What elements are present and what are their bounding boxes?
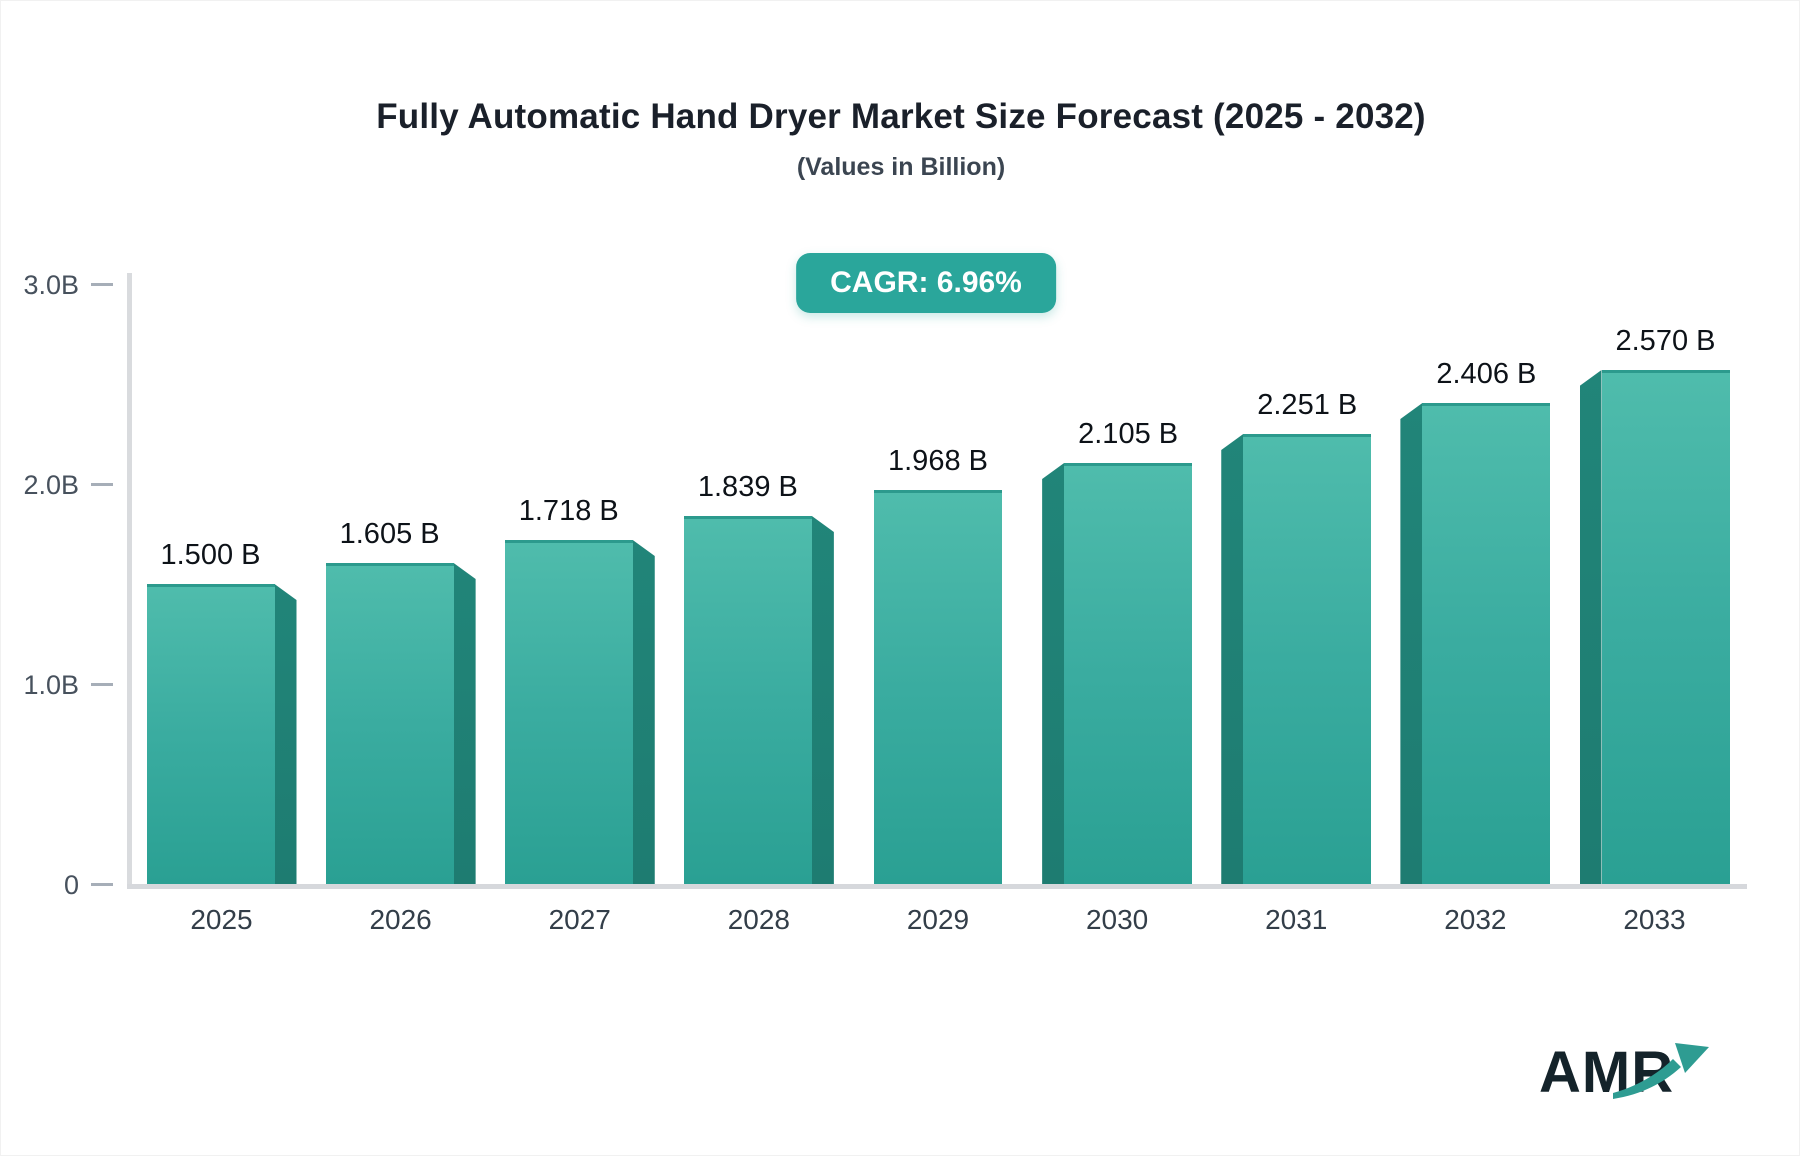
- bar-group-2026: 1.605 B: [311, 284, 490, 884]
- x-axis-label-2029: 2029: [906, 904, 970, 935]
- bar-side-panel: [1042, 463, 1065, 884]
- bar-group-2031: 2.251 B: [1207, 284, 1386, 884]
- x-axis-label-2028: 2028: [727, 904, 791, 935]
- bar-side-panel: [1221, 434, 1244, 884]
- y-axis-line: [127, 273, 132, 889]
- bar-side-panel: [453, 563, 476, 884]
- bar-value-label: 2.406 B: [1436, 358, 1537, 390]
- bar-side-panel: [1579, 370, 1602, 884]
- bar-value-label: 1.718 B: [518, 495, 619, 527]
- bar-face: [146, 584, 275, 884]
- bar-group-2032: 2.406 B: [1386, 284, 1565, 884]
- bar-face: [1243, 434, 1372, 884]
- bar-2029: [874, 490, 1002, 884]
- bar-group-2028: 1.839 B: [669, 284, 848, 884]
- y-axis-tick: [91, 883, 113, 886]
- growth-arrow-icon: [1613, 1043, 1709, 1099]
- bar-group-2025: 1.500 B: [132, 284, 311, 884]
- bar-side-panel: [632, 540, 655, 884]
- bar-2025: [146, 584, 297, 884]
- bar-group-2030: 2.105 B: [1028, 284, 1207, 884]
- bar-2030: [1042, 463, 1193, 884]
- bar-face: [325, 563, 454, 884]
- bar-face: [874, 490, 1002, 884]
- x-axis-label-2033: 2033: [1623, 904, 1686, 935]
- y-axis-label: 1.0B: [23, 670, 79, 700]
- bar-2031: [1221, 434, 1372, 884]
- y-axis-tick: [91, 483, 113, 486]
- bar-value-label: 1.500 B: [160, 539, 261, 571]
- x-axis-labels: 2025 2026 2027 2028 2029 2030 2031 2032 2033: [132, 904, 1744, 936]
- y-axis-tick: [91, 683, 113, 686]
- cagr-badge: CAGR: 6.96%: [796, 253, 1056, 313]
- y-axis-tick: [91, 283, 113, 286]
- bar-value-label: 2.570 B: [1615, 325, 1716, 357]
- y-axis-label: 3.0B: [23, 270, 79, 300]
- bar-2032: [1400, 403, 1551, 884]
- bar-value-label: 1.968 B: [888, 445, 988, 477]
- x-axis-label-2025: 2025: [190, 904, 253, 935]
- amr-logo: AMR: [1539, 1039, 1739, 1111]
- x-axis-label-2032: 2032: [1444, 904, 1507, 935]
- bar-group-2029: 1.968 B: [849, 284, 1028, 884]
- x-axis-label-2031: 2031: [1265, 904, 1328, 935]
- bar-group-2033: 2.570 B: [1565, 284, 1744, 884]
- bar-2027: [504, 540, 655, 884]
- bar-face: [1422, 403, 1551, 884]
- bar-2033: [1579, 370, 1730, 884]
- bar-group-2027: 1.718 B: [490, 284, 669, 884]
- bar-value-label: 2.105 B: [1078, 418, 1179, 450]
- bar-2026: [325, 563, 476, 884]
- bar-value-label: 2.251 B: [1257, 389, 1358, 421]
- chart-subtitle: (Values in Billion): [796, 153, 1006, 181]
- bar-face: [1064, 463, 1193, 884]
- x-axis-line: [127, 884, 1747, 889]
- bar-side-panel: [274, 584, 297, 884]
- x-axis-label-2030: 2030: [1085, 904, 1149, 935]
- x-axis-label-2026: 2026: [369, 904, 432, 935]
- x-axis-label-2027: 2027: [548, 904, 611, 935]
- bar-series: 1.500 B 1.605 B 1.718 B 1.839 B 1.968 B 2.105…: [132, 284, 1744, 884]
- bar-face: [504, 540, 633, 884]
- bar-face: [1601, 370, 1730, 884]
- y-axis-label: 0: [63, 870, 79, 900]
- bar-2028: [683, 516, 834, 884]
- y-axis-label: 2.0B: [23, 470, 79, 500]
- amr-logo-text: AMR: [1539, 1040, 1675, 1105]
- bar-face: [683, 516, 812, 884]
- bar-value-label: 1.605 B: [339, 518, 440, 550]
- chart-title: Fully Automatic Hand Dryer Market Size F…: [376, 97, 1426, 136]
- bar-side-panel: [1400, 403, 1423, 884]
- bar-side-panel: [811, 516, 834, 884]
- bar-value-label: 1.839 B: [697, 471, 798, 503]
